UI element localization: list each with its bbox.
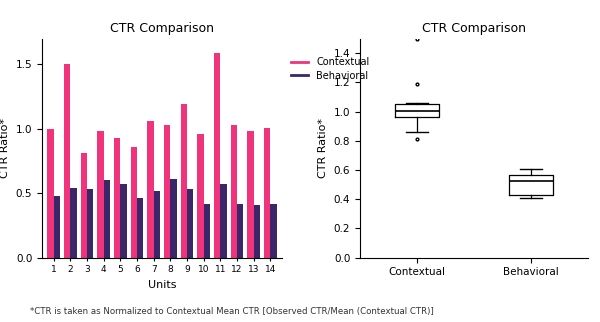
Bar [197, 134, 203, 258]
Bar [181, 104, 187, 258]
Bar [203, 204, 210, 258]
Y-axis label: CTR Ratio*: CTR Ratio* [0, 118, 10, 178]
Title: CTR Comparison: CTR Comparison [422, 22, 526, 35]
Bar [97, 131, 104, 258]
Bar [154, 191, 160, 258]
Bar [64, 64, 70, 258]
Bar [47, 129, 53, 258]
Bar [164, 125, 170, 258]
Bar [247, 131, 254, 258]
Legend: Contextual, Behavioral: Contextual, Behavioral [287, 53, 373, 85]
Bar [114, 138, 121, 258]
Bar [104, 180, 110, 258]
Text: *CTR is taken as Normalized to Contextual Mean CTR [Observed CTR/Mean (Contextua: *CTR is taken as Normalized to Contextua… [30, 307, 434, 316]
Bar [53, 196, 60, 258]
Bar [137, 198, 143, 258]
Bar [254, 205, 260, 258]
Bar [87, 189, 94, 258]
Bar [264, 128, 271, 258]
Bar [187, 189, 193, 258]
Bar [214, 53, 220, 258]
X-axis label: Units: Units [148, 280, 176, 290]
Bar [131, 147, 137, 258]
Bar [220, 184, 227, 258]
Bar [121, 184, 127, 258]
Bar [237, 204, 244, 258]
Bar [70, 188, 77, 258]
Bar [271, 204, 277, 258]
Bar [148, 121, 154, 258]
Bar [170, 179, 176, 258]
Bar [80, 153, 87, 258]
Bar [230, 125, 237, 258]
Y-axis label: CTR Ratio*: CTR Ratio* [318, 118, 328, 178]
Title: CTR Comparison: CTR Comparison [110, 22, 214, 35]
